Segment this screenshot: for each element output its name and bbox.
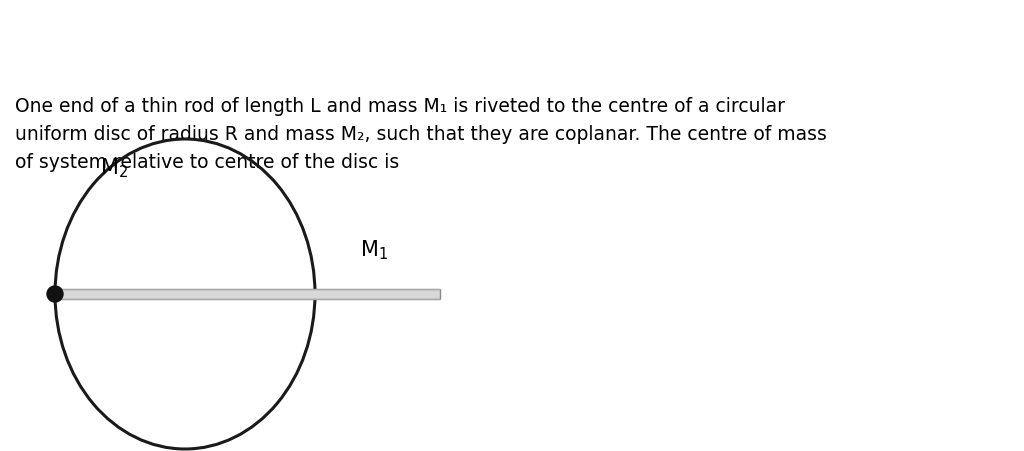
- Bar: [55, 290, 440, 299]
- Circle shape: [47, 286, 63, 302]
- Text: M$_1$: M$_1$: [360, 238, 388, 261]
- Text: One end of a thin rod of length L and mass M₁ is riveted to the centre of a circ: One end of a thin rod of length L and ma…: [15, 97, 827, 172]
- Text: M$_2$: M$_2$: [100, 156, 128, 179]
